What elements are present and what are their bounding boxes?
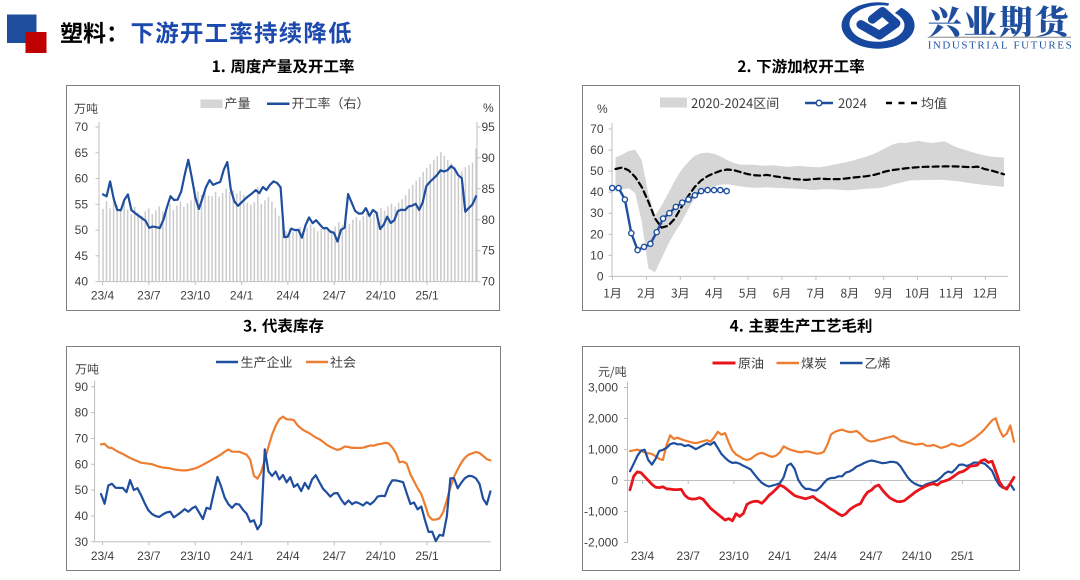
svg-text:24/4: 24/4 <box>814 549 838 563</box>
svg-text:0: 0 <box>611 474 618 488</box>
svg-text:65: 65 <box>75 146 89 160</box>
svg-text:25/1: 25/1 <box>951 549 975 563</box>
svg-text:24/10: 24/10 <box>366 549 396 563</box>
svg-text:24/7: 24/7 <box>323 549 347 563</box>
svg-text:80: 80 <box>482 213 496 227</box>
svg-text:INDUSTRIAL FUTURES: INDUSTRIAL FUTURES <box>928 40 1074 52</box>
svg-text:90: 90 <box>75 380 89 394</box>
svg-text:40: 40 <box>590 185 604 199</box>
svg-text:50: 50 <box>75 483 89 497</box>
svg-text:70: 70 <box>75 431 89 445</box>
svg-text:24/10: 24/10 <box>366 289 396 303</box>
svg-text:50: 50 <box>590 164 604 178</box>
svg-text:23/10: 23/10 <box>180 289 210 303</box>
svg-text:23/7: 23/7 <box>137 549 161 563</box>
svg-text:60: 60 <box>590 143 604 157</box>
svg-text:2,000: 2,000 <box>588 412 618 426</box>
svg-text:23/10: 23/10 <box>180 549 210 563</box>
svg-text:24/10: 24/10 <box>902 549 932 563</box>
svg-text:23/10: 23/10 <box>719 549 749 563</box>
svg-text:%: % <box>597 102 608 116</box>
svg-text:25/1: 25/1 <box>415 289 439 303</box>
svg-text:70: 70 <box>75 120 89 134</box>
svg-text:25/1: 25/1 <box>415 549 439 563</box>
svg-text:3,000: 3,000 <box>588 381 618 395</box>
svg-text:95: 95 <box>482 120 496 134</box>
svg-text:-1,000: -1,000 <box>584 505 618 519</box>
svg-text:23/7: 23/7 <box>137 289 161 303</box>
svg-text:23/4: 23/4 <box>91 549 115 563</box>
svg-text:20: 20 <box>590 227 604 241</box>
svg-text:30: 30 <box>75 535 89 549</box>
svg-text:90: 90 <box>482 151 496 165</box>
svg-text:70: 70 <box>590 122 604 136</box>
svg-text:24/4: 24/4 <box>276 549 300 563</box>
svg-text:85: 85 <box>482 182 496 196</box>
svg-text:23/4: 23/4 <box>631 549 655 563</box>
svg-text:24/7: 24/7 <box>323 289 347 303</box>
svg-text:23/4: 23/4 <box>91 289 115 303</box>
svg-text:40: 40 <box>75 275 89 289</box>
svg-text:80: 80 <box>75 406 89 420</box>
svg-text:1,000: 1,000 <box>588 443 618 457</box>
svg-text:24/7: 24/7 <box>859 549 883 563</box>
svg-text:-2,000: -2,000 <box>584 536 618 550</box>
svg-text:45: 45 <box>75 249 89 263</box>
svg-text:70: 70 <box>482 275 496 289</box>
svg-text:10: 10 <box>590 248 604 262</box>
svg-text:%: % <box>483 101 494 115</box>
svg-text:24/1: 24/1 <box>768 549 792 563</box>
svg-text:24/4: 24/4 <box>276 289 300 303</box>
svg-text:23/7: 23/7 <box>677 549 701 563</box>
svg-text:40: 40 <box>75 509 89 523</box>
svg-text:24/1: 24/1 <box>230 289 254 303</box>
svg-text:0: 0 <box>597 269 604 283</box>
svg-text:60: 60 <box>75 457 89 471</box>
svg-text:60: 60 <box>75 172 89 186</box>
svg-text:55: 55 <box>75 197 89 211</box>
svg-text:30: 30 <box>590 206 604 220</box>
svg-text:50: 50 <box>75 223 89 237</box>
svg-text:75: 75 <box>482 244 496 258</box>
svg-text:24/1: 24/1 <box>230 549 254 563</box>
